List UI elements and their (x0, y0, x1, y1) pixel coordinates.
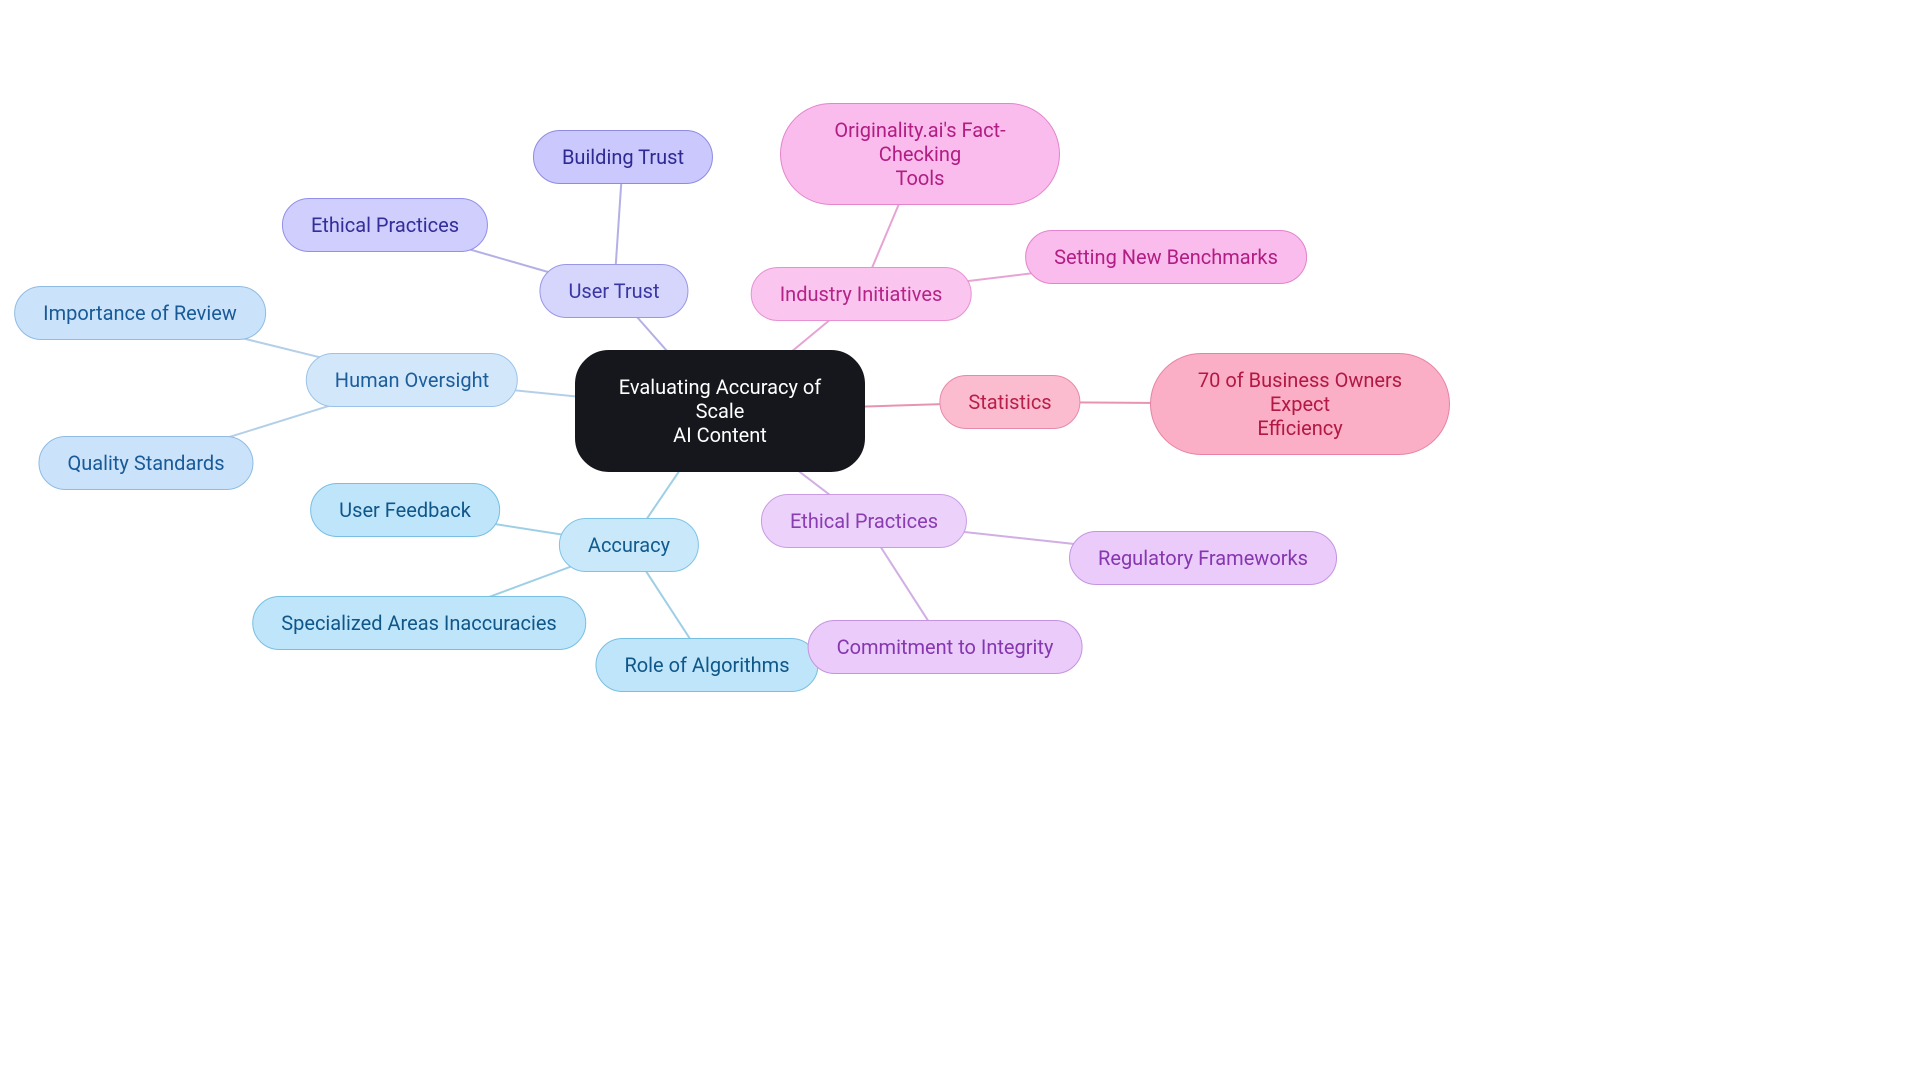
node-label: Statistics (968, 390, 1051, 414)
node-label: Role of Algorithms (624, 653, 789, 677)
node-benchmarks: Setting New Benchmarks (1025, 230, 1307, 284)
node-label: Originality.ai's Fact-Checking Tools (809, 118, 1031, 190)
node-label: User Feedback (339, 498, 471, 522)
node-regulatory-frameworks: Regulatory Frameworks (1069, 531, 1337, 585)
node-specialized-areas: Specialized Areas Inaccuracies (252, 596, 586, 650)
node-label: Specialized Areas Inaccuracies (281, 611, 557, 635)
node-label: Building Trust (562, 145, 684, 169)
node-importance-review: Importance of Review (14, 286, 266, 340)
node-label: Quality Standards (67, 451, 224, 475)
node-label: 70 of Business Owners Expect Efficiency (1179, 368, 1421, 440)
node-originality-ai: Originality.ai's Fact-Checking Tools (780, 103, 1060, 205)
node-accuracy: Accuracy (559, 518, 699, 572)
node-role-algorithms: Role of Algorithms (595, 638, 818, 692)
node-human-oversight: Human Oversight (306, 353, 518, 407)
node-label: Ethical Practices (311, 213, 459, 237)
node-label: Evaluating Accuracy of Scale AI Content (606, 375, 834, 447)
node-label: Ethical Practices (790, 509, 938, 533)
node-industry-initiatives: Industry Initiatives (751, 267, 972, 321)
node-user-trust: User Trust (539, 264, 688, 318)
node-commitment-integrity: Commitment to Integrity (808, 620, 1083, 674)
node-label: Regulatory Frameworks (1098, 546, 1308, 570)
node-statistics: Statistics (939, 375, 1080, 429)
node-user-feedback: User Feedback (310, 483, 500, 537)
node-label: Commitment to Integrity (837, 635, 1054, 659)
node-root: Evaluating Accuracy of Scale AI Content (575, 350, 865, 472)
mindmap-canvas: Evaluating Accuracy of Scale AI Content U… (0, 0, 1920, 1083)
node-label: Industry Initiatives (780, 282, 943, 306)
node-label: Importance of Review (43, 301, 237, 325)
node-ethical-practices: Ethical Practices (761, 494, 967, 548)
node-label: Human Oversight (335, 368, 489, 392)
node-ethical-practices-ut: Ethical Practices (282, 198, 488, 252)
node-building-trust: Building Trust (533, 130, 713, 184)
node-stat-70: 70 of Business Owners Expect Efficiency (1150, 353, 1450, 455)
node-label: Accuracy (588, 533, 670, 557)
node-quality-standards: Quality Standards (38, 436, 253, 490)
node-label: Setting New Benchmarks (1054, 245, 1278, 269)
node-label: User Trust (568, 279, 659, 303)
